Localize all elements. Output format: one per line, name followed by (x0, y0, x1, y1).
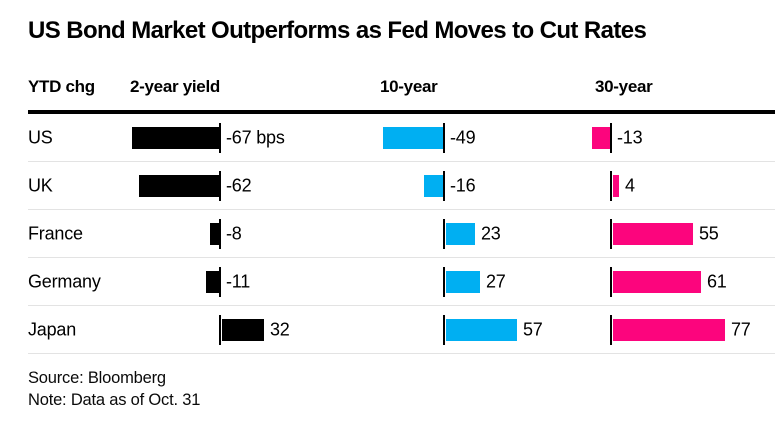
bar-value-label: -8 (226, 223, 242, 243)
axis-baseline-tick (610, 315, 612, 345)
bar-value-label: 77 (731, 319, 751, 339)
axis-baseline-tick (219, 315, 221, 345)
bar-30-year (613, 175, 619, 197)
bar-value-label: 55 (699, 223, 719, 243)
bar-10-year (446, 319, 517, 341)
bar-value-label: 23 (481, 223, 501, 243)
row-label: UK (28, 175, 53, 195)
column-header-2-year: 2-year yield (130, 77, 220, 96)
chart-footnote: Source: Bloomberg Note: Data as of Oct. … (28, 367, 200, 411)
axis-baseline-tick (610, 123, 612, 153)
bar-10-year (424, 175, 444, 197)
table-row: Germany -11 27 61 (28, 258, 775, 306)
bar-30-year (613, 319, 725, 341)
axis-baseline-tick (219, 267, 221, 297)
row-label: Japan (28, 319, 77, 339)
row-label: US (28, 127, 53, 147)
bar-2-year (206, 271, 220, 293)
bar-10-year (446, 223, 475, 245)
column-header-10-year: 10-year (380, 77, 438, 96)
axis-baseline-tick (610, 171, 612, 201)
bar-2-year (210, 223, 220, 245)
column-header-30-year: 30-year (595, 77, 653, 96)
chart-title: US Bond Market Outperforms as Fed Moves … (28, 17, 647, 44)
bar-value-label: -67 bps (226, 127, 285, 147)
bar-10-year (446, 271, 480, 293)
row-label: Germany (28, 271, 101, 291)
row-label: France (28, 223, 83, 243)
axis-baseline-tick (219, 123, 221, 153)
bar-value-label: -49 (450, 127, 476, 147)
axis-baseline-tick (443, 267, 445, 297)
data-note: Note: Data as of Oct. 31 (28, 391, 201, 409)
axis-baseline-tick (443, 171, 445, 201)
bar-30-year (592, 127, 611, 149)
column-header-ytd-chg: YTD chg (28, 77, 95, 96)
bar-10-year (383, 127, 444, 149)
table-row: Japan 32 57 77 (28, 306, 775, 354)
axis-baseline-tick (610, 267, 612, 297)
bar-value-label: 32 (270, 319, 290, 339)
axis-baseline-tick (219, 219, 221, 249)
bar-value-label: 4 (625, 175, 635, 195)
bar-2-year (132, 127, 220, 149)
axis-baseline-tick (443, 123, 445, 153)
source-note: Source: Bloomberg (28, 369, 166, 387)
axis-baseline-tick (443, 315, 445, 345)
bar-30-year (613, 271, 701, 293)
bar-value-label: 61 (707, 271, 727, 291)
bar-2-year (222, 319, 264, 341)
axis-baseline-tick (443, 219, 445, 249)
bar-value-label: 27 (486, 271, 506, 291)
bar-value-label: -62 (226, 175, 252, 195)
table-row: US -67 bps -49 -13 (28, 114, 775, 162)
bar-value-label: -13 (617, 127, 643, 147)
bar-value-label: 57 (523, 319, 543, 339)
chart-rows: US -67 bps -49 -13 UK -62 -16 4 France -8 23 55 Germ… (28, 114, 775, 354)
table-row: France -8 23 55 (28, 210, 775, 258)
table-row: UK -62 -16 4 (28, 162, 775, 210)
header-divider-rule (28, 110, 775, 114)
bar-value-label: -11 (226, 271, 251, 291)
bar-30-year (613, 223, 693, 245)
axis-baseline-tick (610, 219, 612, 249)
bar-value-label: -16 (450, 175, 476, 195)
bar-2-year (139, 175, 220, 197)
axis-baseline-tick (219, 171, 221, 201)
